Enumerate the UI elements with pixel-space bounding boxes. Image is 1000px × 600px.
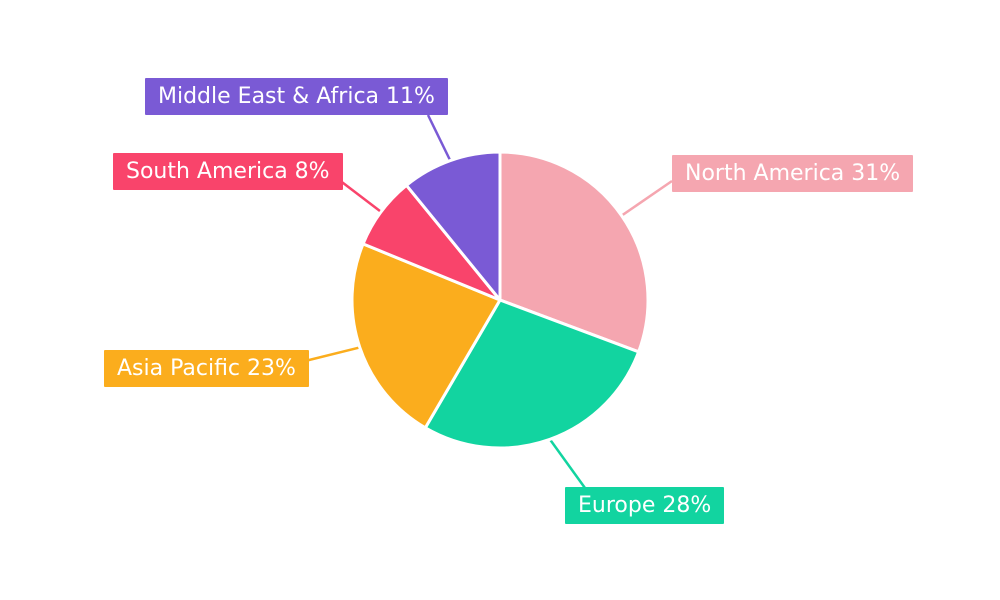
pie-slice-north-america (498, 150, 650, 354)
pie-slice-middle-east-africa (404, 150, 502, 302)
pie-slice-asia-pacific (350, 242, 502, 430)
leader-line-middle-east-africa (426, 114, 452, 163)
leader-line-europe (548, 437, 587, 489)
leader-line-asia-pacific (296, 345, 362, 365)
leader-line-south-america (329, 172, 383, 214)
pie-slices-layer (350, 150, 650, 450)
leader-line-north-america (620, 179, 673, 218)
